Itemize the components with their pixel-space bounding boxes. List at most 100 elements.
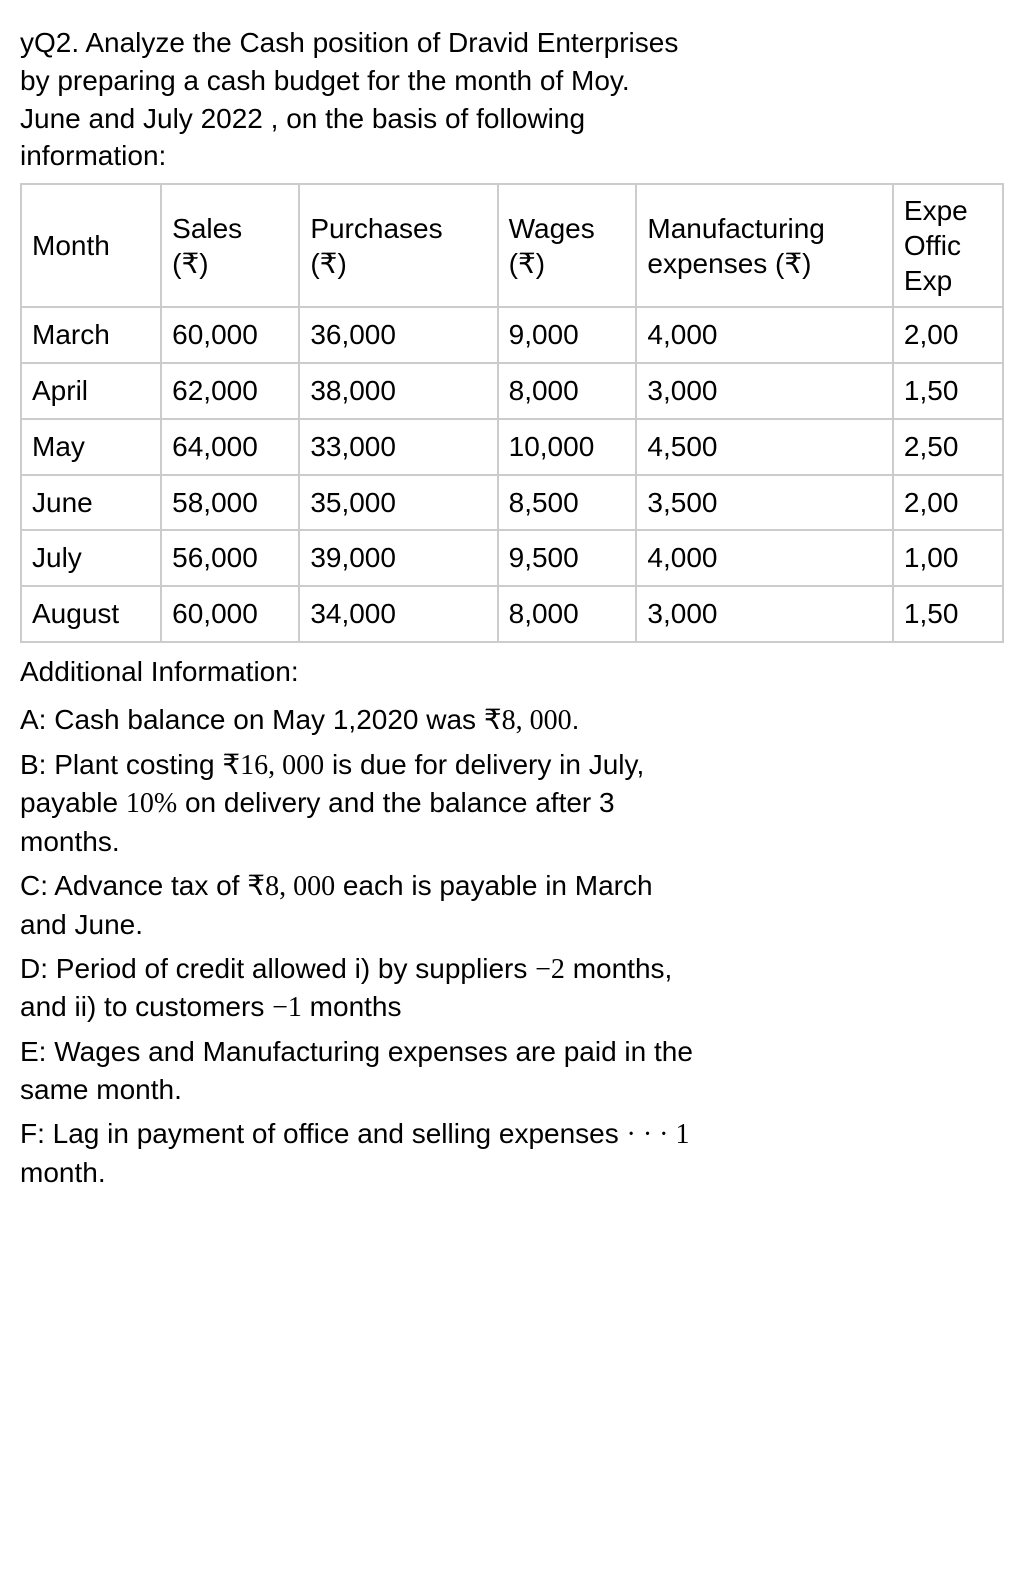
cell-month: June: [22, 476, 160, 530]
cell-wages: 8,000: [499, 364, 636, 418]
cell-month: May: [22, 420, 160, 474]
info-a-amount: ₹8, 000: [484, 705, 572, 736]
header-mfg-l2: expenses (₹): [647, 248, 811, 279]
cell-mfg: 4,500: [637, 420, 892, 474]
cell-mfg: 4,000: [637, 308, 892, 362]
info-d-v2: −1: [272, 992, 302, 1023]
cell-wages: 9,000: [499, 308, 636, 362]
info-d: D: Period of credit allowed i) by suppli…: [20, 950, 1004, 1028]
table-row: May64,00033,00010,0004,5002,50: [22, 420, 1002, 474]
info-e-l1: E: Wages and Manufacturing expenses are …: [20, 1036, 693, 1067]
header-exp-l3: Exp: [904, 265, 952, 296]
table-row: March60,00036,0009,0004,0002,00: [22, 308, 1002, 362]
cell-sales: 56,000: [162, 531, 298, 585]
info-f-dots: · · · 1: [627, 1119, 690, 1150]
header-exp-l2: Offic: [904, 230, 961, 261]
info-f-pre: F: Lag in payment of office and selling …: [20, 1118, 627, 1149]
cell-month: August: [22, 587, 160, 641]
header-wages-l1: Wages: [509, 213, 595, 244]
header-exp: Expe Offic Exp: [894, 185, 1002, 306]
header-purchases-l2: (₹): [310, 248, 346, 279]
header-sales-l1: Sales: [172, 213, 242, 244]
info-b-amount: ₹16, 000: [222, 750, 324, 781]
cell-exp: 1,00: [894, 531, 1002, 585]
question-text: yQ2. Analyze the Cash position of Dravid…: [20, 24, 1004, 175]
table-row: June58,00035,0008,5003,5002,00: [22, 476, 1002, 530]
cell-mfg: 3,000: [637, 364, 892, 418]
info-b-l2-post: on delivery and the balance after 3: [177, 787, 614, 818]
cell-sales: 64,000: [162, 420, 298, 474]
cell-sales: 60,000: [162, 587, 298, 641]
cell-month: July: [22, 531, 160, 585]
question-line-4: information:: [20, 140, 166, 171]
cell-purchases: 34,000: [300, 587, 496, 641]
header-purchases-l1: Purchases: [310, 213, 442, 244]
header-mfg: Manufacturing expenses (₹): [637, 185, 892, 306]
cell-purchases: 39,000: [300, 531, 496, 585]
info-c-post: each is payable in March: [335, 870, 653, 901]
cell-wages: 9,500: [499, 531, 636, 585]
cell-mfg: 4,000: [637, 531, 892, 585]
header-purchases: Purchases (₹): [300, 185, 496, 306]
info-b-mid: is due for delivery in July,: [324, 749, 644, 780]
info-f: F: Lag in payment of office and selling …: [20, 1115, 1004, 1192]
info-c-l2: and June.: [20, 909, 143, 940]
cell-exp: 1,50: [894, 587, 1002, 641]
header-month: Month: [22, 185, 160, 306]
info-f-l2: month.: [20, 1157, 106, 1188]
cell-sales: 62,000: [162, 364, 298, 418]
data-table: Month Sales (₹) Purchases (₹) Wages (₹) …: [20, 183, 1004, 643]
cell-purchases: 36,000: [300, 308, 496, 362]
cell-exp: 1,50: [894, 364, 1002, 418]
cell-exp: 2,50: [894, 420, 1002, 474]
cell-mfg: 3,000: [637, 587, 892, 641]
cell-purchases: 35,000: [300, 476, 496, 530]
table-row: August60,00034,0008,0003,0001,50: [22, 587, 1002, 641]
cell-mfg: 3,500: [637, 476, 892, 530]
cell-month: April: [22, 364, 160, 418]
info-c-amount: ₹8, 000: [247, 871, 335, 902]
table-body: March60,00036,0009,0004,0002,00April62,0…: [22, 308, 1002, 641]
cell-purchases: 38,000: [300, 364, 496, 418]
header-wages-l2: (₹): [509, 248, 545, 279]
header-exp-l1: Expe: [904, 195, 968, 226]
info-a-pre: A: Cash balance on May 1,2020 was: [20, 704, 484, 735]
header-mfg-l1: Manufacturing: [647, 213, 824, 244]
info-a: A: Cash balance on May 1,2020 was ₹8, 00…: [20, 701, 1004, 740]
cell-exp: 2,00: [894, 308, 1002, 362]
info-d-v1: −2: [535, 954, 565, 985]
info-c: C: Advance tax of ₹8, 000 each is payabl…: [20, 867, 1004, 944]
header-month-label: Month: [32, 230, 110, 261]
info-b: B: Plant costing ₹16, 000 is due for del…: [20, 746, 1004, 861]
question-line-3: June and July 2022 , on the basis of fol…: [20, 103, 585, 134]
info-d-l2-post: months: [302, 991, 402, 1022]
info-b-pre: B: Plant costing: [20, 749, 222, 780]
table-header-row: Month Sales (₹) Purchases (₹) Wages (₹) …: [22, 185, 1002, 306]
additional-info-title: Additional Information:: [20, 653, 1004, 691]
cell-wages: 10,000: [499, 420, 636, 474]
info-d-l2-pre: and ii) to customers: [20, 991, 272, 1022]
cell-sales: 60,000: [162, 308, 298, 362]
info-b-pct: 10%: [126, 788, 177, 819]
cell-sales: 58,000: [162, 476, 298, 530]
header-sales-l2: (₹): [172, 248, 208, 279]
info-c-pre: C: Advance tax of: [20, 870, 247, 901]
info-e: E: Wages and Manufacturing expenses are …: [20, 1033, 1004, 1109]
info-d-pre: D: Period of credit allowed i) by suppli…: [20, 953, 535, 984]
header-sales: Sales (₹): [162, 185, 298, 306]
info-d-post: months,: [565, 953, 672, 984]
cell-month: March: [22, 308, 160, 362]
question-line-2: by preparing a cash budget for the month…: [20, 65, 630, 96]
info-e-l2: same month.: [20, 1074, 182, 1105]
cell-wages: 8,000: [499, 587, 636, 641]
question-line-1: yQ2. Analyze the Cash position of Dravid…: [20, 27, 678, 58]
info-b-l2-pre: payable: [20, 787, 126, 818]
table-row: April62,00038,0008,0003,0001,50: [22, 364, 1002, 418]
cell-purchases: 33,000: [300, 420, 496, 474]
info-a-post: .: [572, 704, 580, 735]
info-b-l3: months.: [20, 826, 120, 857]
cell-exp: 2,00: [894, 476, 1002, 530]
table-row: July56,00039,0009,5004,0001,00: [22, 531, 1002, 585]
header-wages: Wages (₹): [499, 185, 636, 306]
cell-wages: 8,500: [499, 476, 636, 530]
